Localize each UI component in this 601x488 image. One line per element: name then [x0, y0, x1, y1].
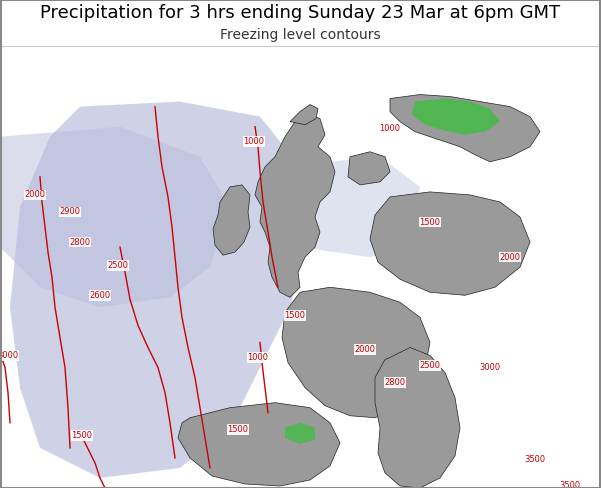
Text: 2500: 2500 — [108, 261, 129, 270]
Text: 1500: 1500 — [284, 311, 305, 320]
Text: 3000: 3000 — [480, 363, 501, 372]
Text: 3000: 3000 — [0, 351, 19, 360]
Polygon shape — [255, 115, 335, 297]
Text: 2000: 2000 — [499, 253, 520, 262]
Polygon shape — [348, 152, 390, 185]
Text: Freezing level contours: Freezing level contours — [220, 28, 381, 42]
Polygon shape — [375, 347, 460, 488]
Text: 2000: 2000 — [25, 190, 46, 200]
Text: 3500: 3500 — [560, 482, 581, 488]
Polygon shape — [282, 287, 430, 418]
Text: 2800: 2800 — [385, 378, 406, 387]
Polygon shape — [10, 102, 310, 478]
Polygon shape — [213, 185, 250, 255]
Polygon shape — [0, 127, 230, 307]
Polygon shape — [390, 95, 540, 162]
Text: 2000: 2000 — [355, 345, 376, 354]
Text: 1500: 1500 — [228, 425, 248, 434]
Polygon shape — [412, 99, 500, 135]
Text: 2900: 2900 — [59, 207, 81, 217]
Polygon shape — [370, 192, 530, 295]
Text: 1000: 1000 — [243, 137, 264, 146]
Text: 1500: 1500 — [419, 218, 441, 226]
Text: 3500: 3500 — [525, 455, 546, 465]
Polygon shape — [290, 104, 318, 124]
Text: 1000: 1000 — [379, 124, 400, 133]
Text: Precipitation for 3 hrs ending Sunday 23 Mar at 6pm GMT: Precipitation for 3 hrs ending Sunday 23… — [40, 4, 561, 22]
Polygon shape — [178, 403, 340, 486]
Text: 2500: 2500 — [419, 361, 441, 370]
Text: 1000: 1000 — [248, 353, 269, 362]
Polygon shape — [285, 423, 315, 444]
Polygon shape — [270, 157, 420, 257]
Text: 2800: 2800 — [70, 238, 91, 246]
Text: 2600: 2600 — [90, 291, 111, 300]
Text: 1500: 1500 — [72, 431, 93, 440]
